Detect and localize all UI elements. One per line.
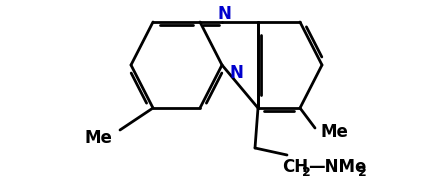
Text: —NMe: —NMe — [307, 158, 366, 176]
Text: N: N — [230, 64, 243, 82]
Text: N: N — [216, 5, 230, 23]
Text: CH: CH — [281, 158, 308, 176]
Text: Me: Me — [320, 123, 348, 141]
Text: Me: Me — [84, 129, 112, 147]
Text: 2: 2 — [357, 166, 366, 178]
Text: 2: 2 — [301, 166, 310, 178]
